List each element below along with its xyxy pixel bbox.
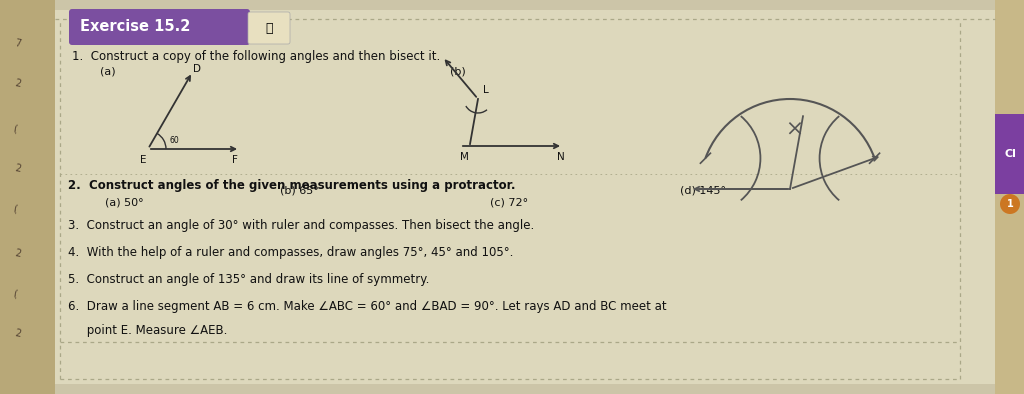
Text: (: ( — [12, 289, 17, 299]
Text: (c) 72°: (c) 72° — [490, 197, 528, 207]
Text: Cl: Cl — [1005, 149, 1016, 159]
Text: 📄: 📄 — [265, 22, 272, 35]
Circle shape — [1000, 194, 1020, 214]
Text: E: E — [140, 155, 146, 165]
Text: 1: 1 — [1007, 199, 1014, 209]
Text: (d) 145°: (d) 145° — [680, 185, 726, 195]
Text: N: N — [557, 152, 565, 162]
Text: 60: 60 — [170, 136, 180, 145]
Text: 2: 2 — [14, 78, 22, 89]
Text: (: ( — [12, 204, 17, 214]
Text: 7: 7 — [14, 39, 22, 50]
Bar — [995, 0, 1024, 394]
FancyBboxPatch shape — [69, 9, 250, 45]
Text: 2: 2 — [14, 329, 22, 340]
Text: point E. Measure ∠AEB.: point E. Measure ∠AEB. — [68, 324, 227, 337]
Text: (b): (b) — [450, 66, 466, 76]
Text: (b) 65°: (b) 65° — [280, 185, 318, 195]
Text: 2: 2 — [14, 164, 22, 175]
Text: 2.  Construct angles of the given measurements using a protractor.: 2. Construct angles of the given measure… — [68, 179, 515, 192]
Text: Exercise 15.2: Exercise 15.2 — [80, 19, 190, 33]
Bar — [995, 114, 1024, 194]
Text: 4.  With the help of a ruler and compasses, draw angles 75°, 45° and 105°.: 4. With the help of a ruler and compasse… — [68, 246, 513, 259]
Text: F: F — [232, 155, 238, 165]
Text: 1.  Construct a copy of the following angles and then bisect it.: 1. Construct a copy of the following ang… — [72, 50, 440, 63]
Text: 6.  Draw a line segment AB = 6 cm. Make ∠ABC = 60° and ∠BAD = 90°. Let rays AD a: 6. Draw a line segment AB = 6 cm. Make ∠… — [68, 300, 667, 313]
Text: 3.  Construct an angle of 30° with ruler and compasses. Then bisect the angle.: 3. Construct an angle of 30° with ruler … — [68, 219, 535, 232]
FancyBboxPatch shape — [248, 12, 290, 44]
Text: D: D — [194, 64, 202, 74]
Text: (a) 50°: (a) 50° — [105, 197, 143, 207]
Text: (a): (a) — [100, 66, 116, 76]
Text: M: M — [460, 152, 469, 162]
Text: (: ( — [12, 124, 17, 134]
Text: L: L — [483, 85, 488, 95]
Text: 5.  Construct an angle of 135° and draw its line of symmetry.: 5. Construct an angle of 135° and draw i… — [68, 273, 429, 286]
Bar — [0, 0, 55, 394]
Text: 2: 2 — [14, 249, 22, 260]
